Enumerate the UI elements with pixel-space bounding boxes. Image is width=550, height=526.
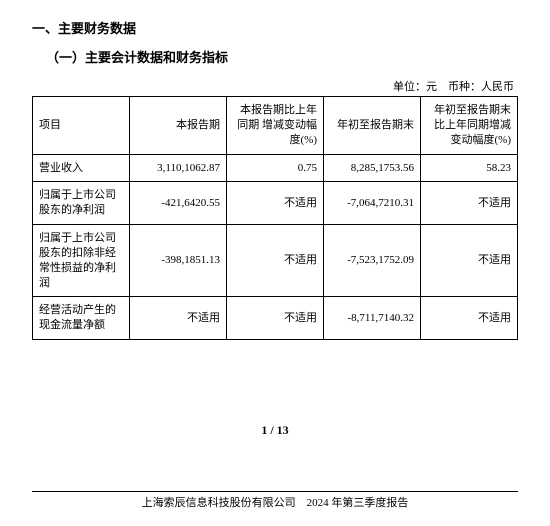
- cell: 不适用: [227, 225, 324, 297]
- col-header: 本报告期: [130, 97, 227, 155]
- cell: -7,523,1752.09: [324, 225, 421, 297]
- table-row: 归属于上市公司股东的扣除非经常性损益的净利润 -398,1851.13 不适用 …: [33, 225, 518, 297]
- cell: 经营活动产生的现金流量净额: [33, 297, 130, 340]
- col-header: 年初至报告期末: [324, 97, 421, 155]
- footer-text: 上海索辰信息科技股份有限公司 2024 年第三季度报告: [0, 494, 550, 510]
- cell: 58.23: [421, 154, 518, 182]
- cell: 不适用: [227, 297, 324, 340]
- col-header: 年初至报告期末比上年同期增减变动幅度(%): [421, 97, 518, 155]
- cell: 归属于上市公司股东的净利润: [33, 182, 130, 225]
- unit-currency-line: 单位：元 币种：人民币: [32, 78, 518, 94]
- cell: 不适用: [421, 297, 518, 340]
- cell: 营业收入: [33, 154, 130, 182]
- table-header-row: 项目 本报告期 本报告期比上年同期 增减变动幅度(%) 年初至报告期末 年初至报…: [33, 97, 518, 155]
- table-row: 营业收入 3,110,1062.87 0.75 8,285,1753.56 58…: [33, 154, 518, 182]
- financial-table: 项目 本报告期 本报告期比上年同期 增减变动幅度(%) 年初至报告期末 年初至报…: [32, 96, 518, 340]
- table-row: 经营活动产生的现金流量净额 不适用 不适用 -8,711,7140.32 不适用: [33, 297, 518, 340]
- footer-divider: [32, 491, 518, 492]
- cell: 不适用: [227, 182, 324, 225]
- section-heading: 一、主要财务数据: [32, 18, 518, 37]
- cell: 不适用: [130, 297, 227, 340]
- cell: -7,064,7210.31: [324, 182, 421, 225]
- cell: 8,285,1753.56: [324, 154, 421, 182]
- cell: 归属于上市公司股东的扣除非经常性损益的净利润: [33, 225, 130, 297]
- cell: -398,1851.13: [130, 225, 227, 297]
- col-header: 项目: [33, 97, 130, 155]
- col-header: 本报告期比上年同期 增减变动幅度(%): [227, 97, 324, 155]
- table-row: 归属于上市公司股东的净利润 -421,6420.55 不适用 -7,064,72…: [33, 182, 518, 225]
- cell: 3,110,1062.87: [130, 154, 227, 182]
- page-number: 1 / 13: [0, 423, 550, 438]
- cell: -8,711,7140.32: [324, 297, 421, 340]
- cell: 不适用: [421, 182, 518, 225]
- cell: 0.75: [227, 154, 324, 182]
- subsection-heading: （一）主要会计数据和财务指标: [46, 47, 518, 66]
- cell: 不适用: [421, 225, 518, 297]
- cell: -421,6420.55: [130, 182, 227, 225]
